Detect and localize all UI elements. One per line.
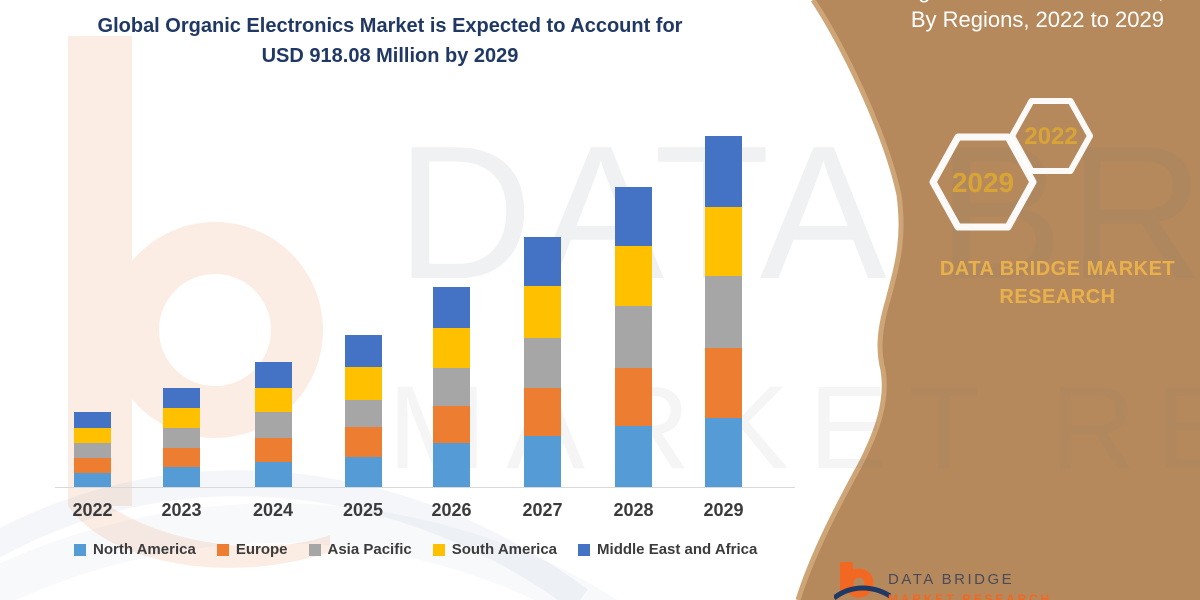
brand-name-block: DATA BRIDGE MARKET RESEARCH (920, 255, 1195, 311)
x-axis-label-2025: 2025 (342, 500, 384, 520)
bar-segment (254, 388, 292, 413)
bar-segment (433, 368, 470, 407)
legend-marker (308, 543, 321, 556)
bar-segment (615, 245, 652, 306)
bar-segment (615, 425, 652, 487)
legend-marker (432, 543, 445, 556)
footer-sub-text: MARKET RESEARCH (888, 592, 1053, 600)
bar-segment (163, 408, 200, 429)
bar-segment (163, 467, 200, 487)
bar-segment (254, 362, 292, 389)
x-axis-labels: 2022 2023 2024 2025 2026 2027 2028 2029 (55, 500, 795, 524)
x-axis-label-2022: 2022 (72, 500, 113, 520)
bar-segment (163, 388, 200, 409)
hexagon-year-2029-label: 2029 (951, 167, 1015, 198)
bar-segment (163, 448, 200, 468)
bar-2026 (433, 287, 470, 487)
chart-title: Global Organic Electronics Market is Exp… (20, 11, 760, 71)
bar-2025 (344, 335, 382, 487)
legend-item: Asia Pacific (308, 541, 412, 558)
bar-segment (433, 406, 470, 444)
bar-2023 (163, 388, 200, 487)
sidebar-heading: Organic Electronics Market, By Regions, … (764, 0, 1164, 34)
x-axis-label-2029: 2029 (703, 500, 744, 520)
watermark-arc-2 (0, 503, 618, 600)
bar-segment (344, 457, 382, 487)
bar-segment (705, 207, 742, 277)
x-axis-label-2026: 2026 (431, 500, 472, 520)
bar-segment (344, 367, 382, 400)
brand-name-line1: DATA BRIDGE MARKET (939, 258, 1176, 280)
legend-item: South America (432, 541, 558, 558)
bar-segment (344, 399, 382, 428)
bar-segment (433, 328, 470, 369)
bar-segment (74, 428, 111, 444)
brand-name-line2: RESEARCH (999, 286, 1116, 308)
bar-2027 (524, 237, 561, 487)
legend-label: South America (451, 541, 558, 558)
bar-segment (74, 472, 111, 487)
title-line2: USD 918.08 Million by 2029 (261, 45, 519, 67)
footer-b-stem (840, 562, 853, 592)
bar-segment (524, 436, 561, 487)
bar-segment (433, 443, 470, 487)
x-axis-label-2024: 2024 (252, 500, 294, 520)
watermark-marketresearch-text: MARKET RESEARCH (388, 362, 1200, 494)
sidebar-heading-line1: Organic Electronics Market, (764, 0, 1164, 5)
hexagon-year-2022-label: 2022 (1024, 123, 1078, 150)
bar-segment (524, 237, 561, 287)
x-axis-label-2023: 2023 (161, 500, 202, 520)
footer-b-logo (834, 562, 892, 600)
legend-label: North America (93, 541, 196, 558)
bar-segment (74, 458, 111, 473)
bar-segment (433, 287, 470, 329)
bar-segment (705, 136, 742, 208)
bar-2029 (705, 136, 742, 487)
chart-legend: North America Europe Asia Pacific South Ame… (74, 541, 757, 558)
bar-segment (615, 187, 652, 246)
bar-segment (254, 412, 292, 439)
legend-item: Europe (216, 541, 288, 558)
bar-segment (163, 428, 200, 449)
bar-segment (344, 335, 382, 368)
legend-label: Europe (235, 541, 288, 558)
bar-2022 (74, 412, 111, 487)
bar-segment (344, 427, 382, 458)
x-axis-label-2028: 2028 (613, 500, 654, 520)
stacked-bar-chart (55, 60, 795, 488)
bar-segment (74, 412, 111, 429)
legend-marker (578, 543, 591, 556)
bar-segment (254, 438, 292, 463)
bar-segment (524, 338, 561, 389)
bar-segment (615, 367, 652, 426)
bar-segment (524, 388, 561, 437)
legend-item: North America (74, 541, 196, 558)
sidebar-heading-line2: By Regions, 2022 to 2029 (910, 7, 1164, 32)
bar-segment (615, 305, 652, 368)
legend-label: Middle East and Africa (597, 541, 758, 558)
footer-swoosh (834, 585, 892, 600)
bar-segment (705, 348, 742, 418)
legend-marker (216, 543, 229, 556)
bar-segment (74, 443, 111, 459)
bar-segment (254, 462, 292, 487)
bar-segment (705, 276, 742, 349)
legend-label: Asia Pacific (327, 541, 412, 558)
x-axis-label-2027: 2027 (522, 500, 563, 520)
title-line1: Global Organic Electronics Market is Exp… (97, 15, 683, 37)
legend-item: Middle East and Africa (578, 541, 757, 558)
footer-b-bowl (844, 568, 874, 598)
bar-segment (705, 417, 742, 487)
legend-marker (74, 543, 86, 556)
bar-2024 (254, 362, 292, 487)
bar-segment (524, 286, 561, 339)
footer-brand-text: DATA BRIDGE (888, 571, 1015, 588)
bar-2028 (615, 187, 652, 487)
